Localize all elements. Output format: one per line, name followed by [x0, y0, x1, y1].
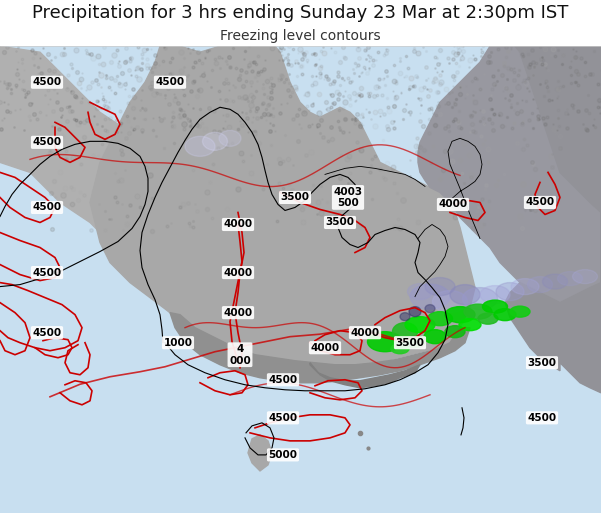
- Ellipse shape: [410, 284, 450, 309]
- Text: 4500: 4500: [32, 137, 61, 147]
- Text: 4000: 4000: [350, 328, 380, 338]
- Ellipse shape: [425, 305, 435, 312]
- Ellipse shape: [478, 313, 498, 324]
- Ellipse shape: [185, 136, 215, 156]
- Ellipse shape: [409, 307, 421, 317]
- Ellipse shape: [450, 285, 480, 305]
- Ellipse shape: [367, 332, 403, 352]
- Text: 4000: 4000: [224, 268, 252, 278]
- Ellipse shape: [391, 344, 409, 354]
- Ellipse shape: [425, 278, 455, 295]
- Text: 3500: 3500: [395, 338, 424, 348]
- Text: 4000: 4000: [311, 343, 340, 353]
- Ellipse shape: [528, 277, 552, 292]
- Ellipse shape: [445, 307, 475, 323]
- Polygon shape: [505, 46, 601, 393]
- Text: 4
000: 4 000: [229, 344, 251, 366]
- Text: 3500: 3500: [326, 218, 355, 227]
- Ellipse shape: [445, 326, 465, 338]
- Ellipse shape: [558, 271, 582, 286]
- Text: 4500: 4500: [269, 375, 297, 385]
- Ellipse shape: [543, 274, 567, 289]
- Text: 4500: 4500: [269, 413, 297, 423]
- Ellipse shape: [407, 284, 433, 300]
- Polygon shape: [90, 46, 475, 365]
- Text: 3500: 3500: [528, 358, 557, 368]
- Polygon shape: [418, 46, 601, 303]
- Ellipse shape: [480, 286, 510, 304]
- Text: 4500: 4500: [32, 203, 61, 212]
- Ellipse shape: [573, 269, 597, 284]
- Text: 4500: 4500: [156, 77, 185, 87]
- Text: 4500: 4500: [528, 413, 557, 423]
- Text: 3500: 3500: [281, 192, 310, 203]
- Ellipse shape: [496, 283, 524, 301]
- Ellipse shape: [427, 311, 453, 326]
- Text: Precipitation for 3 hrs ending Sunday 23 Mar at 2:30pm IST: Precipitation for 3 hrs ending Sunday 23…: [32, 4, 569, 22]
- Ellipse shape: [511, 279, 539, 294]
- Polygon shape: [310, 363, 420, 388]
- Text: 4500: 4500: [525, 198, 555, 207]
- Ellipse shape: [463, 288, 498, 310]
- Ellipse shape: [510, 306, 530, 317]
- Text: Freezing level contours: Freezing level contours: [220, 29, 381, 43]
- Ellipse shape: [494, 309, 516, 321]
- Polygon shape: [170, 312, 470, 383]
- Ellipse shape: [405, 317, 435, 332]
- Ellipse shape: [400, 312, 410, 321]
- Text: 4000: 4000: [439, 200, 468, 209]
- Ellipse shape: [433, 290, 468, 312]
- Text: 4003
500: 4003 500: [334, 187, 362, 208]
- Text: 4000: 4000: [224, 308, 252, 318]
- Ellipse shape: [459, 319, 481, 331]
- Text: 4500: 4500: [32, 328, 61, 338]
- Text: 5000: 5000: [269, 450, 297, 460]
- Text: 4000: 4000: [224, 220, 252, 229]
- Polygon shape: [248, 435, 272, 471]
- Text: 1000: 1000: [163, 338, 192, 348]
- Ellipse shape: [405, 336, 425, 348]
- Polygon shape: [0, 46, 210, 312]
- Text: 4500: 4500: [32, 77, 61, 87]
- Ellipse shape: [483, 300, 507, 313]
- Ellipse shape: [392, 323, 418, 341]
- Text: 4500: 4500: [32, 268, 61, 278]
- Ellipse shape: [424, 330, 446, 344]
- Ellipse shape: [464, 304, 492, 319]
- Ellipse shape: [219, 130, 241, 146]
- Ellipse shape: [203, 132, 228, 150]
